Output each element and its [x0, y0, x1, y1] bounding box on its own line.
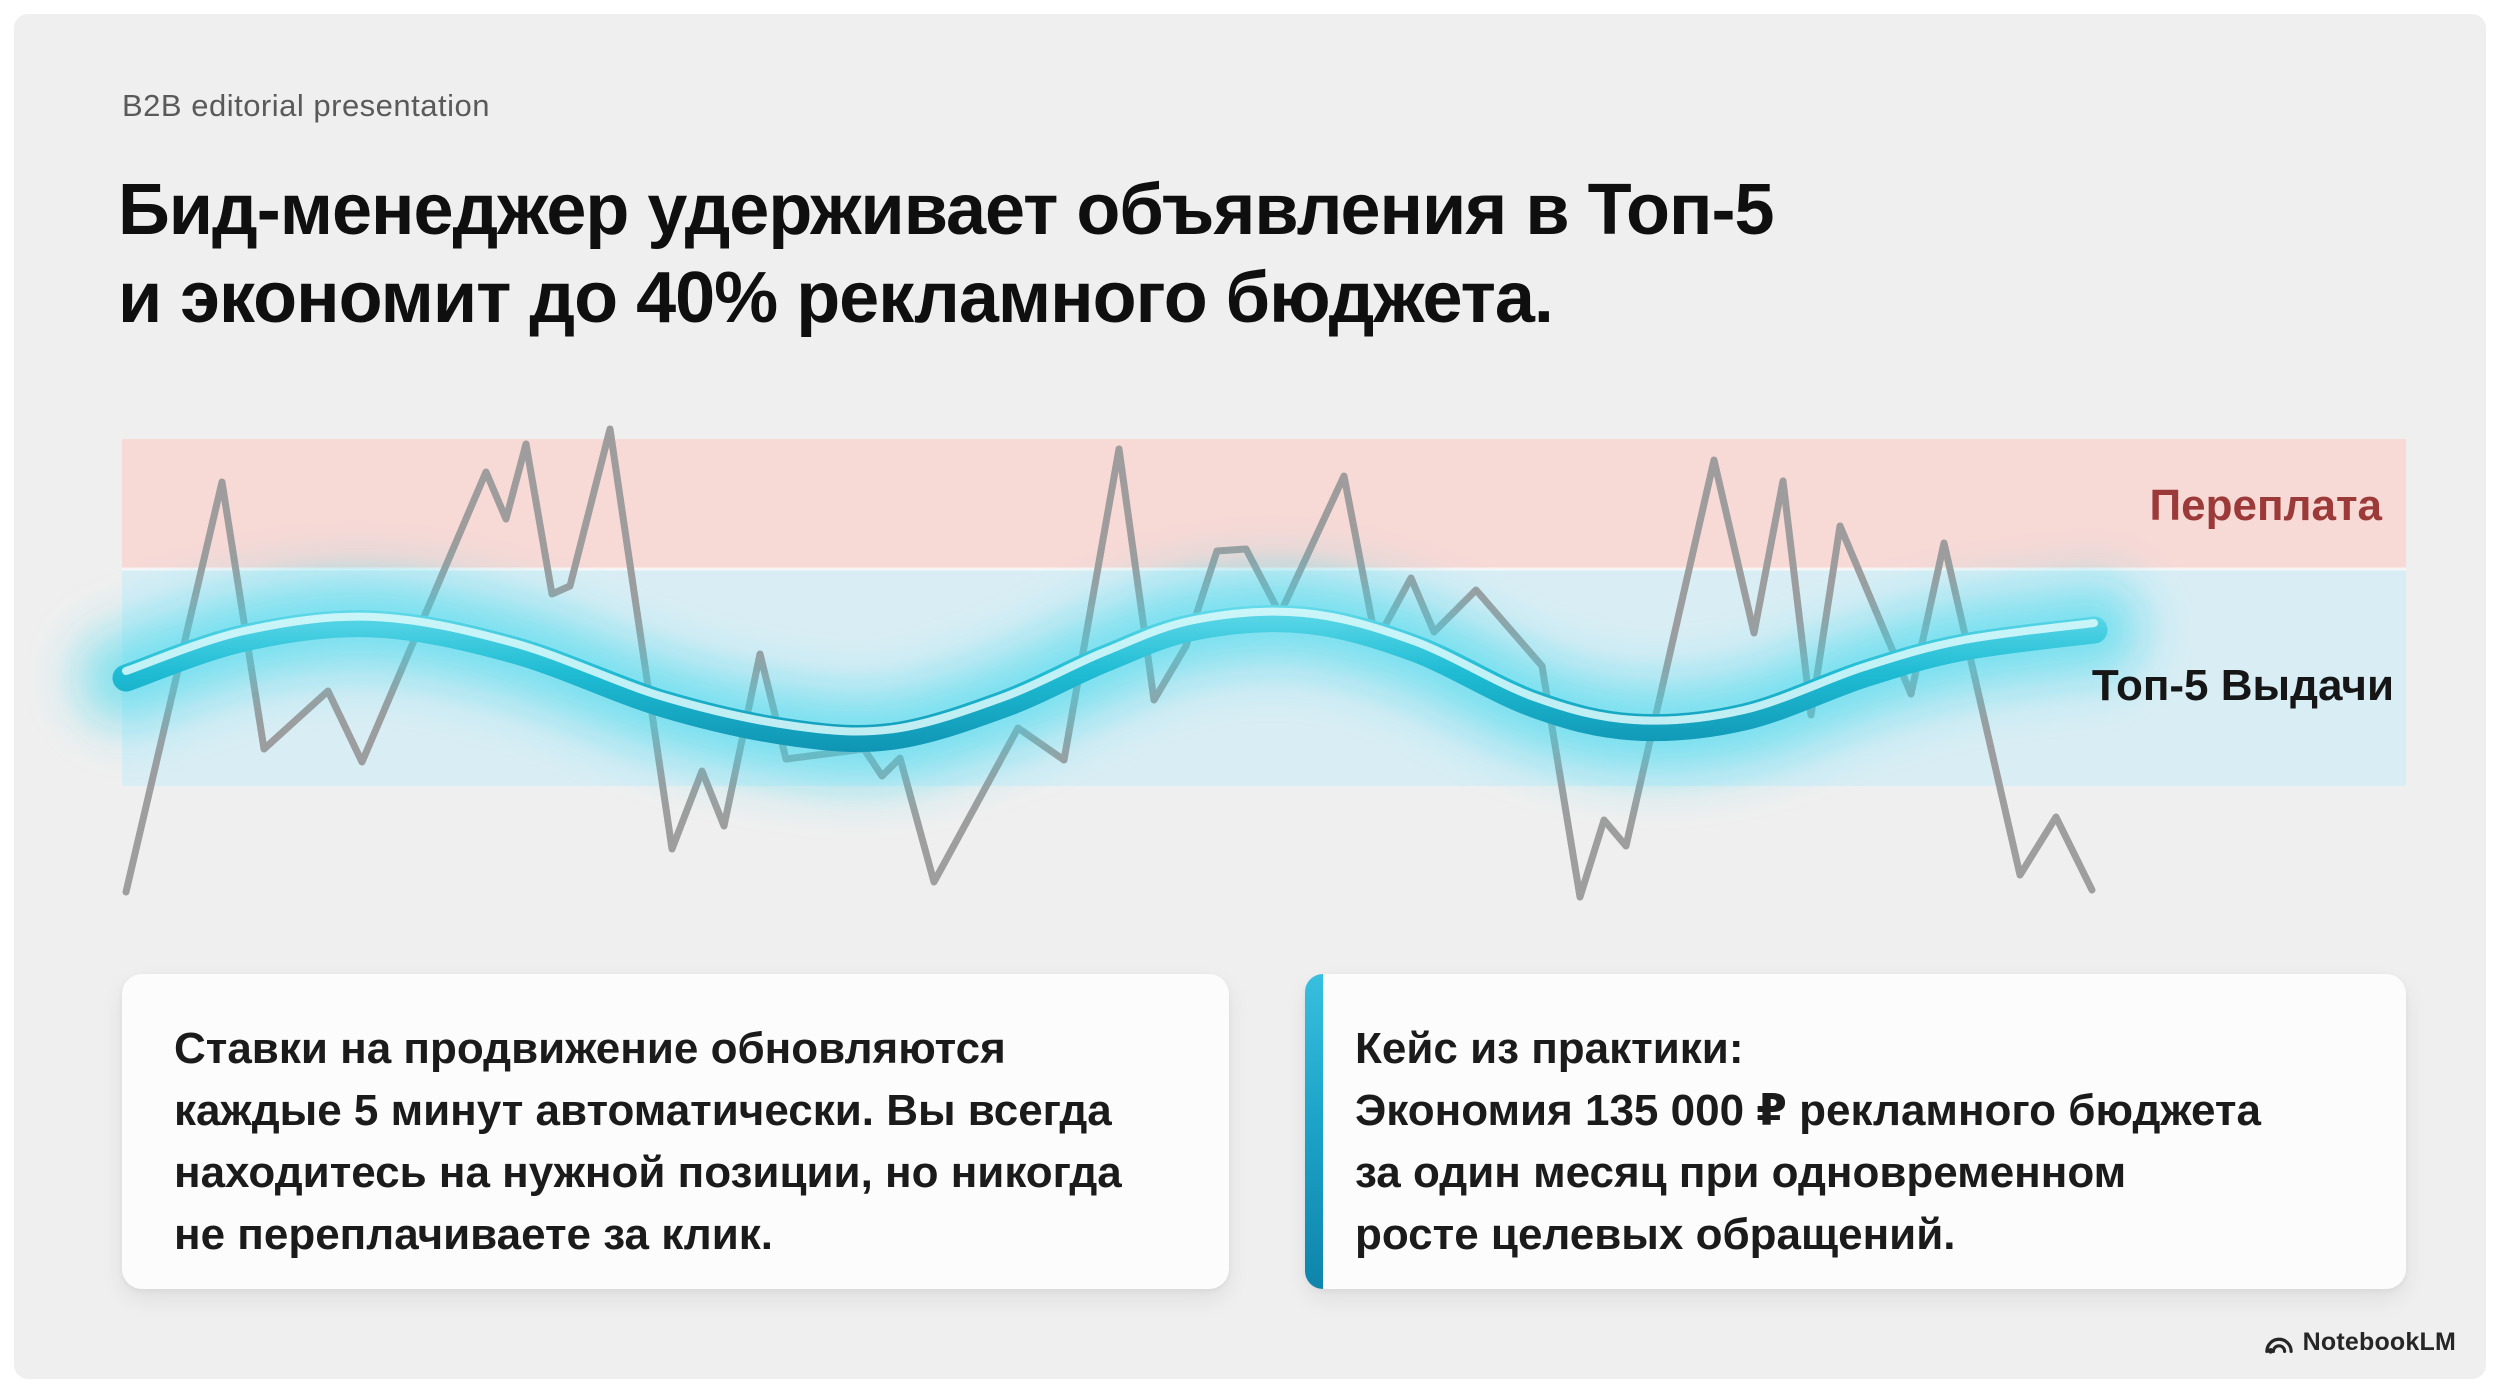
- slide: B2B editorial presentation Бид-менеджер …: [14, 14, 2486, 1379]
- page-title: Бид-менеджер удерживает объявления в Топ…: [118, 170, 1775, 338]
- band-overpay: [122, 439, 2406, 569]
- band-label-overpay: Переплата: [2150, 481, 2383, 530]
- watermark: NotebookLM: [2264, 1328, 2456, 1357]
- info-card-left-text: Ставки на продвижение обновляются каждые…: [174, 1024, 1122, 1259]
- case-card-text: Кейс из практики: Экономия 135 000 ₽ рек…: [1355, 1018, 2376, 1266]
- info-card-left: Ставки на продвижение обновляются каждые…: [122, 974, 1229, 1289]
- bid-manager-highlight: [122, 607, 2098, 736]
- case-card-body: Экономия 135 000 ₽ рекламного бюджета за…: [1355, 1086, 2261, 1259]
- watermark-label: NotebookLM: [2302, 1328, 2456, 1356]
- case-card-heading: Кейс из практики:: [1355, 1024, 1744, 1073]
- kicker-label: B2B editorial presentation: [122, 88, 491, 123]
- case-card-right: Кейс из практики: Экономия 135 000 ₽ рек…: [1305, 974, 2406, 1289]
- bid-manager-line: [112, 605, 2108, 753]
- band-label-top5: Топ-5 Выдачи: [2092, 661, 2394, 710]
- case-card-accent-bar: [1305, 974, 1323, 1289]
- notebooklm-logo-icon: [2264, 1337, 2293, 1354]
- chart-svg: Переплата Топ-5 Выдачи: [61, 425, 2406, 901]
